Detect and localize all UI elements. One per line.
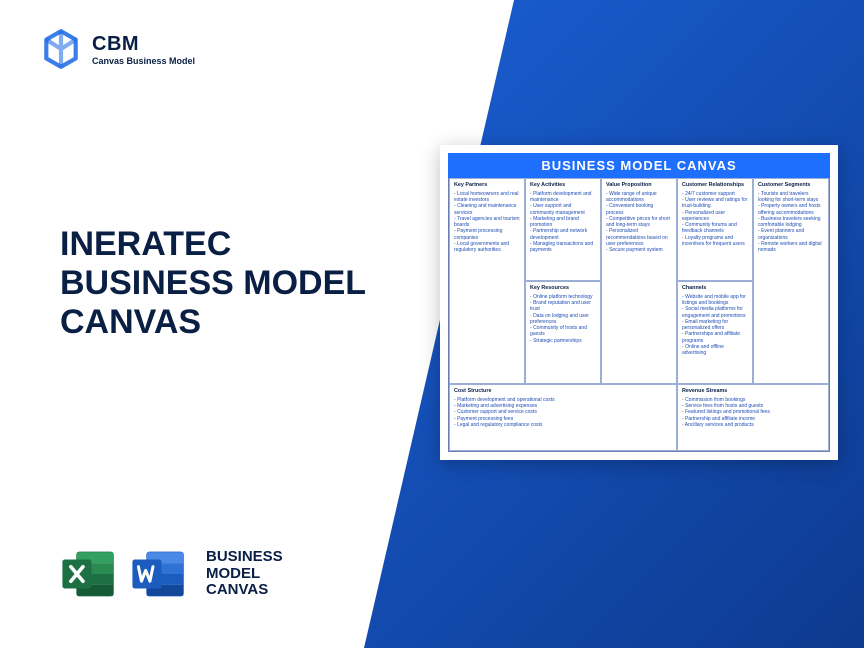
list-item: Brand reputation and user trust [530, 300, 596, 313]
list-item: Event planners and organizations [758, 228, 824, 241]
list-item: Community of hosts and guests [530, 325, 596, 338]
cell-key-activities: Key Activities Platform development and … [525, 178, 601, 281]
list-item: Legal and regulatory compliance costs [454, 422, 672, 428]
list-item: Marketing and brand promotion [530, 216, 596, 229]
cell-list: Local homeowners and real estate investo… [454, 191, 520, 254]
cell-heading: Cost Structure [454, 388, 672, 395]
list-item: Property owners and hosts offering accom… [758, 203, 824, 216]
list-item: Local governments and regulatory authori… [454, 241, 520, 254]
cell-heading: Key Activities [530, 182, 596, 189]
list-item: Platform development and maintenance [530, 191, 596, 204]
cell-list: Commission from bookingsService fees fro… [682, 397, 824, 428]
list-item: Business travelers seeking comfortable l… [758, 216, 824, 229]
brand-subtitle: Canvas Business Model [92, 56, 195, 66]
list-item: Loyalty programs and incentives for freq… [682, 235, 748, 248]
brand-logo-icon [40, 28, 82, 70]
list-item: Social media platforms for engagement an… [682, 306, 748, 319]
list-item: Competitive prices for short and long-te… [606, 216, 672, 229]
cell-heading: Revenue Streams [682, 388, 824, 395]
cell-key-resources: Key Resources Online platform technology… [525, 281, 601, 384]
list-item: Tourists and travelers looking for short… [758, 191, 824, 204]
list-item: Managing transactions and payments [530, 241, 596, 254]
canvas-preview: BUSINESS MODEL CANVAS Key Partners Local… [440, 145, 838, 460]
word-icon [130, 545, 188, 603]
cell-list: Wide range of unique accommodationsConve… [606, 191, 672, 254]
list-item: Secure payment system [606, 247, 672, 253]
cell-revenue-streams: Revenue Streams Commission from bookings… [677, 384, 829, 451]
cell-key-partners: Key Partners Local homeowners and real e… [449, 178, 525, 384]
cell-heading: Key Resources [530, 285, 596, 292]
cell-list: Online platform technologyBrand reputati… [530, 294, 596, 344]
list-item: Travel agencies and tourism boards [454, 216, 520, 229]
list-item: Remote workers and digital nomads [758, 241, 824, 254]
list-item: Personalized recommendations based on us… [606, 228, 672, 247]
list-item: Website and mobile app for listings and … [682, 294, 748, 307]
list-item: Cleaning and maintenance services [454, 203, 520, 216]
brand-title: CBM [92, 33, 195, 56]
canvas-grid: Key Partners Local homeowners and real e… [448, 178, 830, 452]
cell-heading: Customer Relationships [682, 182, 748, 189]
list-item: Strategic partnerships [530, 338, 596, 344]
cell-heading: Channels [682, 285, 748, 292]
list-item: Ancillary services and products [682, 422, 824, 428]
cell-list: 24/7 customer supportUser reviews and ra… [682, 191, 748, 247]
list-item: Payment processing companies [454, 228, 520, 241]
list-item: User reviews and ratings for trust-build… [682, 197, 748, 210]
list-item: Partnership and network development [530, 228, 596, 241]
canvas-title: BUSINESS MODEL CANVAS [448, 153, 830, 178]
list-item: Email marketing for personalized offers [682, 319, 748, 332]
cell-heading: Key Partners [454, 182, 520, 189]
cell-cost-structure: Cost Structure Platform development and … [449, 384, 677, 451]
cell-customer-segments: Customer Segments Tourists and travelers… [753, 178, 829, 384]
list-item: Personalized user experiences [682, 210, 748, 223]
cell-heading: Value Proposition [606, 182, 672, 189]
format-label: BUSINESS MODEL CANVAS [206, 549, 283, 599]
page-title: INERATEC BUSINESS MODEL CANVAS [60, 225, 366, 342]
cell-channels: Channels Website and mobile app for list… [677, 281, 753, 384]
list-item: Online and offline advertising [682, 344, 748, 357]
cell-list: Website and mobile app for listings and … [682, 294, 748, 357]
cell-customer-relationships: Customer Relationships 24/7 customer sup… [677, 178, 753, 281]
cell-list: Tourists and travelers looking for short… [758, 191, 824, 254]
cell-heading: Customer Segments [758, 182, 824, 189]
list-item: Data on lodging and user preferences [530, 313, 596, 326]
list-item: Local homeowners and real estate investo… [454, 191, 520, 204]
cell-list: Platform development and maintenanceUser… [530, 191, 596, 254]
list-item: Wide range of unique accommodations [606, 191, 672, 204]
list-item: Partnerships and affiliate programs [682, 331, 748, 344]
list-item: Convenient booking process [606, 203, 672, 216]
brand-logo-block: CBM Canvas Business Model [40, 28, 195, 70]
excel-icon [60, 545, 118, 603]
format-icons-block: BUSINESS MODEL CANVAS [60, 545, 283, 603]
list-item: Community forums and feedback channels [682, 222, 748, 235]
cell-value-proposition: Value Proposition Wide range of unique a… [601, 178, 677, 384]
list-item: User support and community management [530, 203, 596, 216]
cell-list: Platform development and operational cos… [454, 397, 672, 428]
